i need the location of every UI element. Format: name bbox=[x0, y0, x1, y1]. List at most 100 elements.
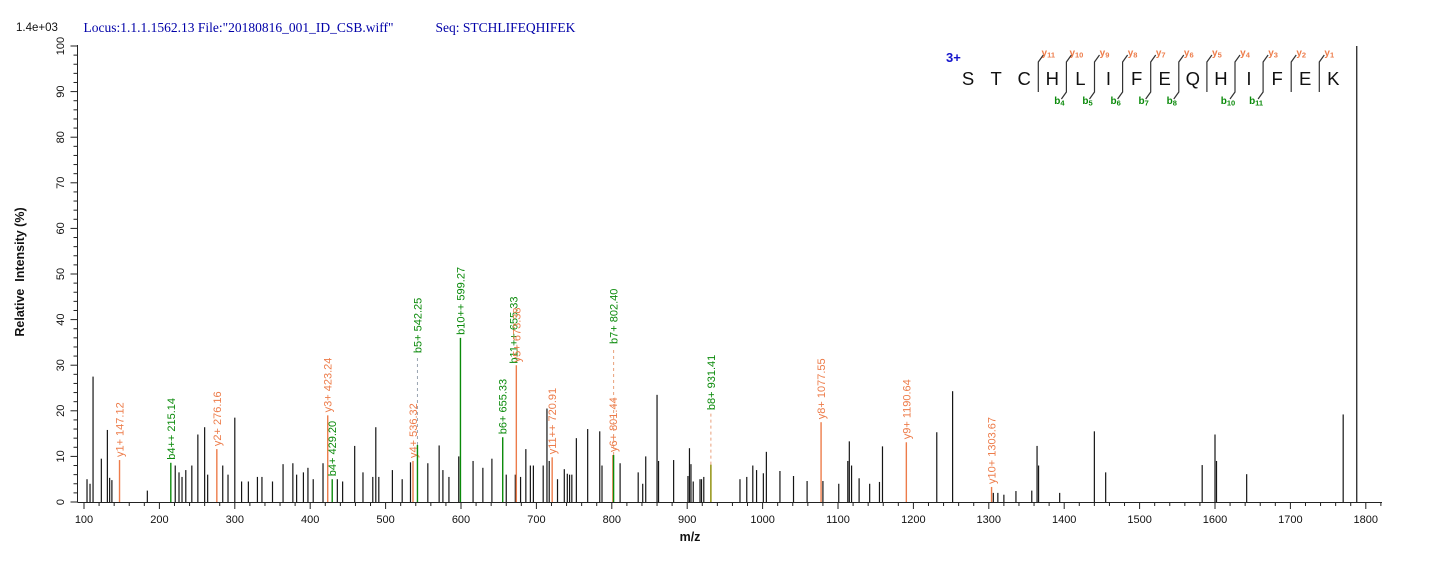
sequence-residue: T bbox=[990, 68, 1001, 89]
y-ion-tag: y4 bbox=[1240, 48, 1251, 60]
y-ion-tag: y9 bbox=[1100, 48, 1110, 60]
x-tick-label: 1000 bbox=[750, 514, 774, 526]
b-ion-tag: b5 bbox=[1082, 96, 1092, 108]
y-tick-label: 90 bbox=[55, 85, 67, 97]
y-ion-tag: y8 bbox=[1128, 48, 1138, 60]
intensity-scale-label: 1.4e+03 bbox=[16, 22, 58, 34]
ion-label: b4+ 429.20 bbox=[327, 421, 339, 476]
fragment-mark bbox=[1117, 54, 1129, 100]
ion-label: b4++ 215.14 bbox=[166, 398, 178, 460]
sequence-label: Seq: STCHLIFEQHIFEK bbox=[435, 20, 576, 35]
ion-label: y1+ 147.12 bbox=[115, 402, 127, 457]
x-tick-label: 1800 bbox=[1354, 514, 1378, 526]
ion-label: b6+ 655.33 bbox=[498, 379, 510, 434]
y-tick-label: 0 bbox=[55, 499, 67, 505]
b-ion-tag: b11 bbox=[1249, 96, 1263, 108]
x-tick-label: 900 bbox=[678, 514, 696, 526]
fragment-mark bbox=[1290, 54, 1297, 92]
sequence-residue: S bbox=[962, 68, 974, 89]
y-tick-label: 100 bbox=[55, 37, 67, 55]
ion-label: y4+ 536.32 bbox=[408, 403, 420, 458]
sequence-residue: Q bbox=[1186, 68, 1200, 89]
sequence-residue: E bbox=[1159, 68, 1171, 89]
sequence-residue: E bbox=[1299, 68, 1311, 89]
fragment-mark bbox=[1089, 54, 1100, 100]
x-tick-label: 500 bbox=[376, 514, 394, 526]
ion-label: y11++ 720.91 bbox=[547, 388, 559, 454]
sequence-residue: F bbox=[1271, 68, 1282, 89]
sequence-residue: I bbox=[1246, 68, 1251, 89]
peak-group bbox=[86, 46, 1358, 502]
x-tick-label: 1600 bbox=[1203, 514, 1227, 526]
labeled-ion-group: y1+ 147.12 b4++ 215.14 y2+ 276.16 y3+ 423.2… bbox=[115, 267, 999, 502]
sequence-residue: L bbox=[1075, 68, 1085, 89]
y-ion-tag: y2 bbox=[1296, 48, 1306, 60]
x-tick-label: 700 bbox=[527, 514, 545, 526]
x-tick-label: 100 bbox=[75, 514, 93, 526]
x-tick-label: 1100 bbox=[826, 514, 850, 526]
ion-label: y10+ 1303.67 bbox=[987, 417, 999, 484]
x-tick-label: 1200 bbox=[901, 514, 925, 526]
ion-label: y2+ 276.16 bbox=[212, 391, 224, 446]
ion-label: y5+ 673.38 bbox=[511, 307, 523, 362]
y-ion-tag: y1 bbox=[1324, 48, 1334, 60]
ion-label: b8+ 931.41 bbox=[706, 355, 718, 410]
fragment-mark bbox=[1145, 54, 1157, 100]
x-tick-label: 600 bbox=[452, 514, 470, 526]
sequence-residue: I bbox=[1106, 68, 1111, 89]
y-ion-tag: y3 bbox=[1268, 48, 1278, 60]
header-bar: Locus:1.1.1.1562.13 File:"20180816_001_I… bbox=[70, 4, 576, 52]
fragment-mark bbox=[1206, 54, 1213, 92]
x-tick-label: 1700 bbox=[1278, 514, 1302, 526]
b-ion-tag: b10 bbox=[1221, 96, 1235, 108]
fragment-mark bbox=[1257, 54, 1269, 100]
fragment-mark bbox=[1318, 54, 1325, 92]
fragment-mark bbox=[1229, 54, 1241, 100]
x-tick-label: 300 bbox=[226, 514, 244, 526]
x-tick-label: 1400 bbox=[1052, 514, 1076, 526]
fragment-mark bbox=[1037, 54, 1044, 92]
ion-label: b11++ 655.33 bbox=[509, 296, 521, 363]
b-ion-tag: b7 bbox=[1139, 96, 1149, 108]
y-ion-tag: y11 bbox=[1042, 48, 1056, 60]
sequence-residue: K bbox=[1327, 68, 1340, 89]
x-tick-label: 1300 bbox=[977, 514, 1001, 526]
y-tick-label: 80 bbox=[55, 131, 67, 143]
x-tick-label: 200 bbox=[150, 514, 168, 526]
ion-label: y8+ 1077.55 bbox=[816, 358, 828, 419]
b-ion-tag: b4 bbox=[1054, 96, 1065, 108]
ion-label: b7+ 802.40 bbox=[609, 289, 621, 344]
x-axis-title: m/z bbox=[680, 530, 701, 544]
y-tick-label: 60 bbox=[55, 222, 67, 234]
b-ion-tag: b8 bbox=[1167, 96, 1177, 108]
y-tick-label: 40 bbox=[55, 313, 67, 325]
y-tick-label: 30 bbox=[55, 359, 67, 371]
x-tick-label: 800 bbox=[603, 514, 621, 526]
x-tick-label: 1500 bbox=[1127, 514, 1151, 526]
fragment-mark bbox=[1060, 54, 1072, 100]
y-tick-label: 70 bbox=[55, 177, 67, 189]
y-tick-label: 10 bbox=[55, 450, 67, 462]
ion-label: y3+ 423.24 bbox=[323, 358, 335, 413]
sequence-residue: H bbox=[1046, 68, 1059, 89]
ion-label: y9+ 1190.64 bbox=[901, 379, 913, 439]
sequence-residue: C bbox=[1018, 68, 1031, 89]
y-ion-tag: y5 bbox=[1212, 48, 1222, 60]
axes-group: 100 200 300 400 500 600 700 800 900 1000 1100 1200 1… bbox=[55, 37, 1382, 526]
b-ion-tag: b6 bbox=[1110, 96, 1120, 108]
locus-file-label: Locus:1.1.1.1562.13 File:"20180816_001_I… bbox=[83, 20, 394, 35]
y-ion-tag: y10 bbox=[1069, 48, 1083, 60]
y-ion-tag: y6 bbox=[1184, 48, 1194, 60]
y-axis-title: Relative Intensity (%) bbox=[13, 207, 27, 336]
y-tick-label: 50 bbox=[55, 268, 67, 280]
sequence-residue: H bbox=[1214, 68, 1227, 89]
y-ion-tag: y7 bbox=[1156, 48, 1166, 60]
x-tick-label: 400 bbox=[301, 514, 319, 526]
fragment-mark bbox=[1173, 54, 1185, 100]
ion-label: b5+ 542.25 bbox=[412, 298, 424, 353]
y-tick-label: 20 bbox=[55, 405, 67, 417]
sequence-residue: F bbox=[1131, 68, 1142, 89]
